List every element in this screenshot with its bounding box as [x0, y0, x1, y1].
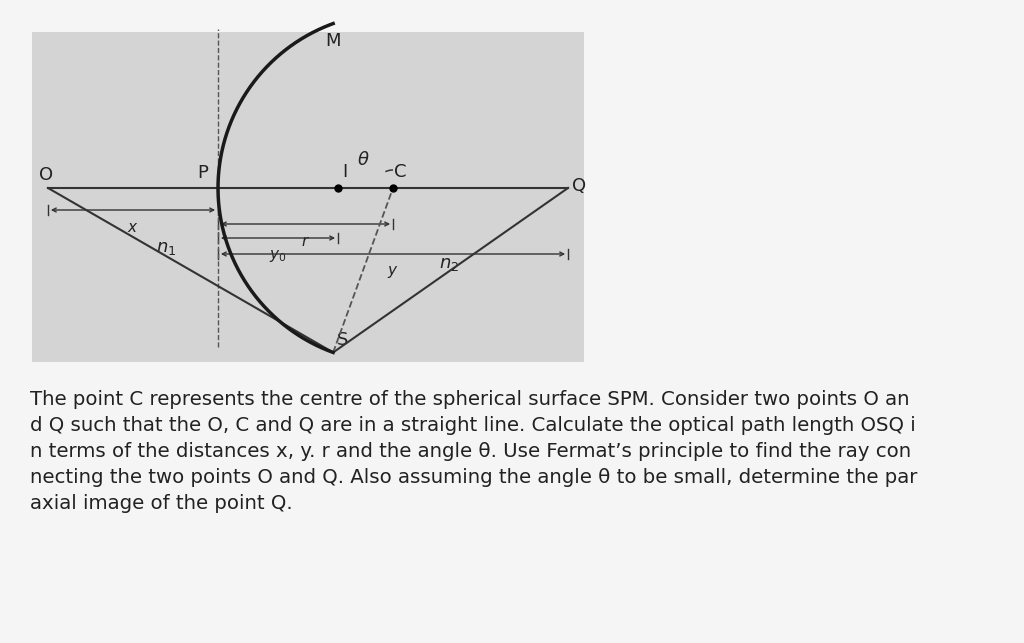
Text: S: S: [337, 331, 348, 349]
Text: P: P: [198, 164, 208, 182]
Text: The point C represents the centre of the spherical surface SPM. Consider two poi: The point C represents the centre of the…: [30, 390, 909, 409]
Text: $y$: $y$: [387, 264, 398, 280]
Text: $y_0$: $y_0$: [269, 248, 287, 264]
Text: $n_2$: $n_2$: [438, 255, 459, 273]
Text: $r$: $r$: [301, 234, 310, 249]
Text: I: I: [342, 163, 347, 181]
Text: C: C: [394, 163, 407, 181]
Text: $\theta$: $\theta$: [356, 151, 370, 169]
Text: axial image of the point Q.: axial image of the point Q.: [30, 494, 293, 513]
Text: d Q such that the O, C and Q are in a straight line. Calculate the optical path : d Q such that the O, C and Q are in a st…: [30, 416, 915, 435]
Text: Q: Q: [572, 177, 586, 195]
Text: $x$: $x$: [127, 220, 139, 235]
Text: M: M: [326, 32, 341, 50]
Bar: [32, 32, 584, 362]
Text: O: O: [39, 166, 53, 184]
Text: n terms of the distances x, y. r and the angle θ. Use Fermat’s principle to find: n terms of the distances x, y. r and the…: [30, 442, 911, 461]
Text: necting the two points O and Q. Also assuming the angle θ to be small, determine: necting the two points O and Q. Also ass…: [30, 468, 918, 487]
Text: $n_1$: $n_1$: [157, 239, 177, 257]
